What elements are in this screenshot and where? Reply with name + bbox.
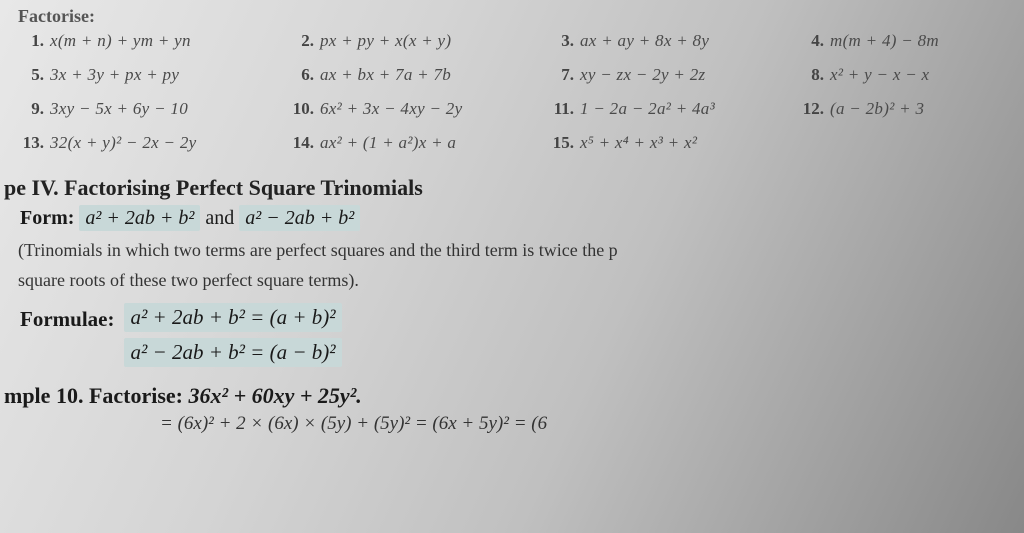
- problem-expr: ax² + (1 + a²)x + a: [320, 133, 456, 153]
- formula-2: a² − 2ab + b² = (a − b)²: [124, 338, 341, 367]
- problem-item: 8. x² + y − x − x: [798, 65, 1024, 85]
- problem-number: 12.: [798, 99, 824, 119]
- problem-expr: x⁵ + x⁴ + x³ + x²: [580, 133, 697, 153]
- problem-number: 15.: [548, 133, 574, 153]
- example-continuation: = (6x)² + 2 × (6x) × (5y) + (5y)² = (6x …: [160, 413, 1024, 435]
- problem-item: 1. x(m + n) + ym + yn: [18, 31, 288, 51]
- trinomial-text-1: (Trinomials in which two terms are perfe…: [18, 238, 1024, 262]
- problem-expr: x(m + n) + ym + yn: [50, 31, 191, 51]
- example-expr: 36x² + 60xy + 25y².: [189, 383, 362, 408]
- problem-item: 3. ax + ay + 8x + 8y: [548, 31, 798, 51]
- problem-number: 7.: [548, 65, 574, 85]
- problem-item: 5. 3x + 3y + px + py: [18, 65, 288, 85]
- problem-item: 4. m(m + 4) − 8m: [798, 31, 1024, 51]
- problem-expr: m(m + 4) − 8m: [830, 31, 939, 51]
- problem-item: 11. 1 − 2a − 2a² + 4a³: [548, 99, 798, 119]
- problem-number: 3.: [548, 31, 574, 51]
- trinomial-text-2: square roots of these two perfect square…: [18, 268, 1024, 292]
- problem-number: 8.: [798, 65, 824, 85]
- problem-number: 1.: [18, 31, 44, 51]
- problem-item: 6. ax + bx + 7a + 7b: [288, 65, 548, 85]
- example-lead: mple 10. Factorise:: [4, 383, 183, 408]
- problem-number: 5.: [18, 65, 44, 85]
- problem-expr: 32(x + y)² − 2x − 2y: [50, 133, 197, 153]
- problem-number: 6.: [288, 65, 314, 85]
- formula-1: a² + 2ab + b² = (a + b)²: [124, 303, 341, 332]
- example-10: mple 10. Factorise: 36x² + 60xy + 25y².: [4, 383, 1024, 409]
- problem-expr: 6x² + 3x − 4xy − 2y: [320, 99, 462, 119]
- problem-item: 2. px + py + x(x + y): [288, 31, 548, 51]
- form-expr-1: a² + 2ab + b²: [79, 205, 200, 231]
- form-line: Form: a² + 2ab + b² and a² − 2ab + b²: [20, 207, 1024, 230]
- problem-number: 2.: [288, 31, 314, 51]
- problem-expr: ax + bx + 7a + 7b: [320, 65, 451, 85]
- problem-item: 9. 3xy − 5x + 6y − 10: [18, 99, 288, 119]
- textbook-page: Factorise: 1. x(m + n) + ym + yn 2. px + p…: [0, 0, 1024, 533]
- problem-expr: 3xy − 5x + 6y − 10: [50, 99, 188, 119]
- problem-number: 9.: [18, 99, 44, 119]
- problem-item: 13. 32(x + y)² − 2x − 2y: [18, 133, 288, 153]
- factorise-heading: Factorise:: [18, 6, 1024, 27]
- problem-item: 12. (a − 2b)² + 3: [798, 99, 1024, 119]
- problem-grid: 1. x(m + n) + ym + yn 2. px + py + x(x + y…: [18, 31, 1024, 153]
- form-label: Form:: [20, 207, 74, 229]
- problem-item: 15. x⁵ + x⁴ + x³ + x²: [548, 133, 798, 153]
- problem-item: 10. 6x² + 3x − 4xy − 2y: [288, 99, 548, 119]
- form-and: and: [205, 207, 234, 229]
- problem-number: 10.: [288, 99, 314, 119]
- problem-item: 7. xy − zx − 2y + 2z: [548, 65, 798, 85]
- problem-item: 14. ax² + (1 + a²)x + a: [288, 133, 548, 153]
- problem-expr: x² + y − x − x: [830, 65, 929, 85]
- problem-number: 14.: [288, 133, 314, 153]
- problem-expr: xy − zx − 2y + 2z: [580, 65, 705, 85]
- problem-number: 4.: [798, 31, 824, 51]
- problem-expr: px + py + x(x + y): [320, 31, 451, 51]
- section-heading: pe IV. Factorising Perfect Square Trinom…: [4, 175, 1024, 201]
- problem-number: 11.: [548, 99, 574, 119]
- formulae-label: Formulae:: [20, 307, 114, 332]
- problem-expr: (a − 2b)² + 3: [830, 99, 924, 119]
- formulae-block: Formulae: a² + 2ab + b² = (a + b)² a² − …: [20, 303, 1024, 367]
- problem-number: 13.: [18, 133, 44, 153]
- problem-expr: ax + ay + 8x + 8y: [580, 31, 709, 51]
- problem-expr: 1 − 2a − 2a² + 4a³: [580, 99, 715, 119]
- formulae-equations: a² + 2ab + b² = (a + b)² a² − 2ab + b² =…: [124, 303, 341, 367]
- problem-expr: 3x + 3y + px + py: [50, 65, 179, 85]
- problem-item: [798, 133, 1024, 153]
- form-expr-2: a² − 2ab + b²: [239, 205, 360, 231]
